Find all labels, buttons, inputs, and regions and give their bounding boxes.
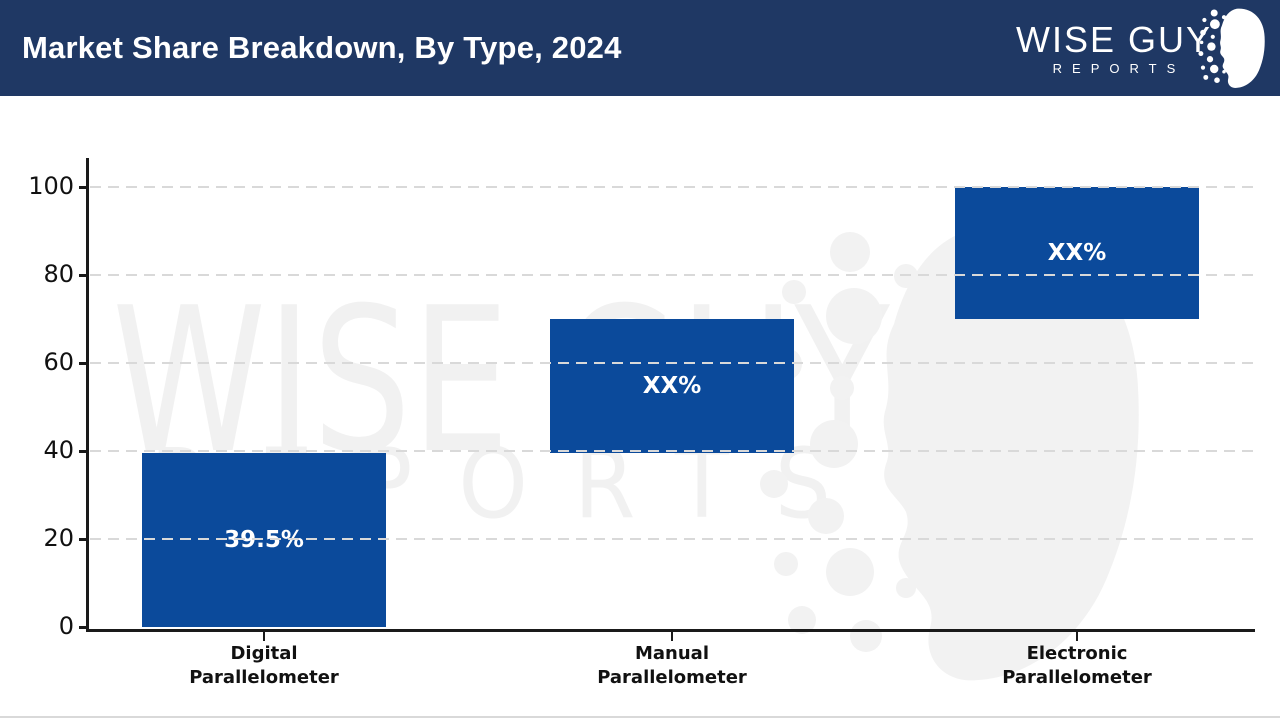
gridline — [90, 362, 1255, 364]
logo-text: WISE GUY REPORTS — [1015, 18, 1212, 76]
y-tick-mark — [79, 626, 88, 629]
x-tick-mark — [1075, 632, 1079, 641]
category-line2: Parallelometer — [189, 667, 339, 689]
x-category-label: Digital Parallelometer — [114, 642, 414, 691]
bar-value-label: XX% — [642, 373, 702, 400]
y-tick-label: 0 — [58, 612, 74, 640]
x-tick-mark — [670, 632, 674, 641]
y-axis-line — [86, 158, 89, 632]
y-tick-mark — [79, 186, 88, 189]
category-line1: Digital — [230, 643, 298, 664]
gridline — [90, 186, 1255, 188]
y-tick-mark — [79, 538, 88, 541]
x-axis-line — [86, 629, 1255, 632]
wiseguy-logo: WISE GUY REPORTS — [1016, 6, 1266, 90]
logo-wordmark: WISE GUY — [1015, 18, 1212, 60]
y-tick-label: 80 — [43, 260, 74, 288]
gridline — [90, 450, 1255, 452]
x-tick-mark — [262, 632, 266, 641]
bar-value-label: XX% — [1047, 240, 1107, 266]
y-tick-mark — [79, 274, 88, 277]
y-tick-label: 40 — [43, 436, 74, 464]
watermark-face-icon — [760, 227, 1139, 681]
category-line1: Electronic — [1026, 643, 1128, 664]
y-tick-mark — [79, 450, 88, 453]
bar-value-label: 39.5% — [224, 527, 304, 554]
y-tick-label: 60 — [43, 348, 74, 376]
x-category-label: Manual Parallelometer — [522, 642, 822, 691]
face-profile-icon — [1198, 8, 1265, 88]
x-category-label: Electronic Parallelometer — [927, 642, 1227, 691]
bar-segment: XX% — [955, 187, 1199, 319]
category-line1: Manual — [634, 643, 709, 664]
y-tick-label: 20 — [43, 524, 74, 552]
category-line2: Parallelometer — [1002, 667, 1152, 689]
bar-segment: 39.5% — [142, 453, 386, 627]
gridline — [90, 274, 1255, 276]
bar-segment: XX% — [550, 319, 794, 454]
category-line2: Parallelometer — [597, 667, 747, 689]
y-tick-mark — [79, 362, 88, 365]
bottom-border-line — [0, 716, 1280, 718]
gridline — [90, 538, 1255, 540]
logo-subtitle: REPORTS — [1052, 60, 1186, 76]
page-title: Market Share Breakdown, By Type, 2024 — [22, 30, 622, 65]
header-bar: Market Share Breakdown, By Type, 2024 WI… — [0, 0, 1280, 96]
y-tick-label: 100 — [28, 172, 74, 200]
